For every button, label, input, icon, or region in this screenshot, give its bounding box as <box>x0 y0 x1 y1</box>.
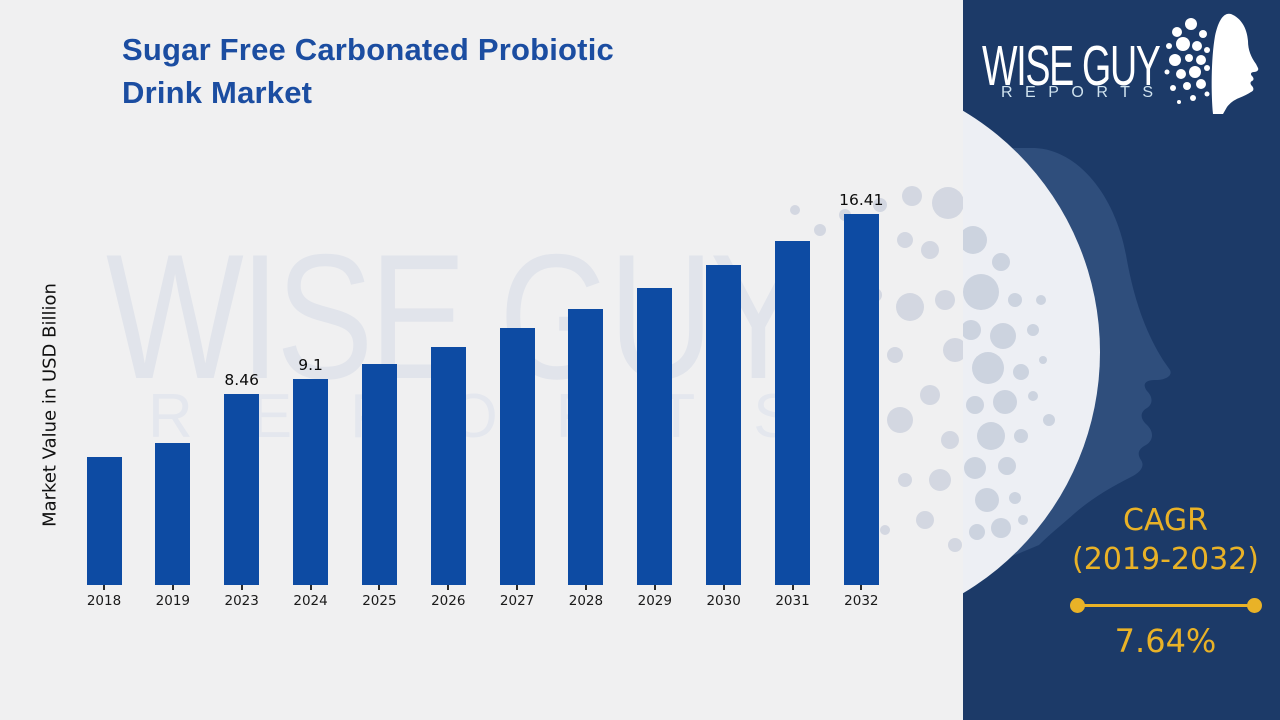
x-tick-2031 <box>791 585 794 590</box>
cagr-heading: CAGR <box>1122 503 1209 538</box>
bar-2019 <box>155 442 191 585</box>
chart-panel: Sugar Free Carbonated Probiotic Drink Ma… <box>39 28 963 609</box>
x-tick-label-2019: 2019 <box>155 593 191 609</box>
x-tick-2024 <box>309 585 312 590</box>
bar-2026 <box>430 346 466 585</box>
x-tick-label-2027: 2027 <box>499 593 535 609</box>
bar-value-label-2032: 16.41 <box>839 190 884 209</box>
bar-2023 <box>224 393 260 585</box>
x-tick-2026 <box>447 585 450 590</box>
cagr-range: (2019-2032) <box>1072 542 1259 577</box>
page-title-line2: Drink Market <box>122 75 313 110</box>
bar-2032 <box>843 213 879 585</box>
logo-reports-text: REPORTS <box>1001 84 1166 101</box>
x-tick-2028 <box>584 585 587 590</box>
x-tick-label-2031: 2031 <box>775 593 810 609</box>
x-tick-label-2024: 2024 <box>293 593 328 609</box>
logo-head-dots-icon <box>1164 18 1210 104</box>
x-tick-2029 <box>653 585 656 590</box>
logo-brand-text: WISE GUY <box>982 34 1161 98</box>
bar-2028 <box>568 308 604 585</box>
x-tick-label-2023: 2023 <box>224 593 259 609</box>
head-circle-icon <box>963 110 1100 594</box>
x-tick-label-2030: 2030 <box>706 593 741 609</box>
x-tick-label-2025: 2025 <box>362 593 397 609</box>
page-title: Sugar Free Carbonated Probiotic Drink Ma… <box>122 28 614 114</box>
bar-2031 <box>775 240 810 585</box>
y-axis-label: Market Value in USD Billion <box>39 283 61 527</box>
x-tick-2027 <box>516 585 519 590</box>
x-tick-2032 <box>860 585 863 590</box>
cagr-value: 7.64% <box>1114 622 1217 660</box>
bar-2027 <box>499 328 535 585</box>
brand-panel: WISE GUY REPORTS CAGR (2019-2032) 7.64% <box>963 0 1280 720</box>
brain-dots-icon <box>963 226 1055 540</box>
bar-2024 <box>293 379 329 585</box>
bar-2018 <box>86 457 122 585</box>
bar-2030 <box>706 265 742 585</box>
x-tick-2019 <box>171 585 174 590</box>
bar-chart: 2018 2019 2023 8.46 2024 9.1 2025 2026 2027 2028 2… <box>86 190 884 609</box>
x-tick-2018 <box>103 585 105 590</box>
x-tick-2025 <box>378 585 381 590</box>
cagr-divider-line <box>1069 598 1262 613</box>
x-tick-2023 <box>240 585 243 590</box>
x-tick-label-2028: 2028 <box>568 593 604 609</box>
logo-face-icon <box>1211 13 1259 115</box>
x-tick-label-2029: 2029 <box>637 593 672 609</box>
x-tick-2030 <box>722 585 725 590</box>
bar-2029 <box>637 287 673 585</box>
x-tick-label-2018: 2018 <box>86 593 122 609</box>
cagr-block: CAGR (2019-2032) 7.64% <box>1058 504 1273 658</box>
bar-2025 <box>361 363 397 585</box>
brand-panel-art <box>963 0 1280 720</box>
bar-value-label-2023: 8.46 <box>224 370 259 389</box>
x-tick-label-2032: 2032 <box>844 593 879 609</box>
bar-value-label-2024: 9.1 <box>298 356 323 375</box>
page-title-line1: Sugar Free Carbonated Probiotic <box>122 32 614 67</box>
x-tick-label-2026: 2026 <box>431 593 466 609</box>
